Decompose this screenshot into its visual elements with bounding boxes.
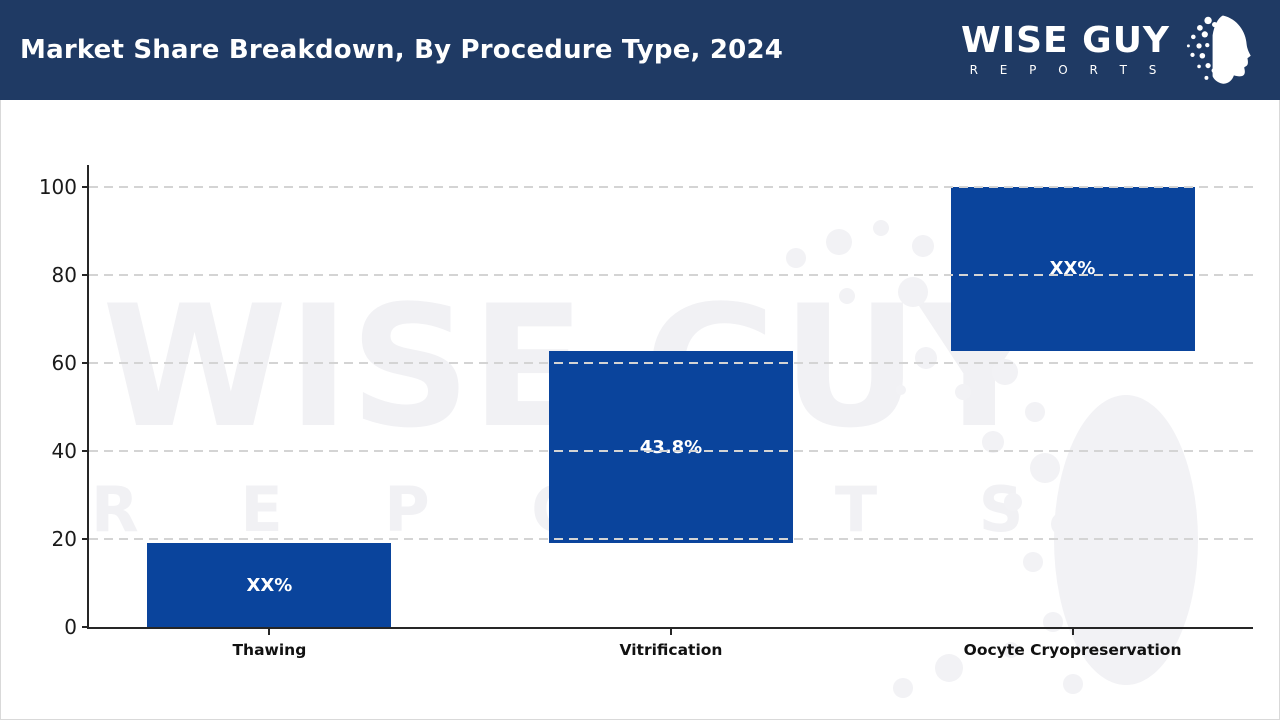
gridline-40 <box>89 450 1253 452</box>
plot-area: XX% 43.8% XX% <box>87 165 1253 629</box>
logo-text: WISE GUY R E P O R T S <box>960 20 1170 78</box>
brand-logo: WISE GUY R E P O R T S <box>961 6 1254 94</box>
header-bar: Market Share Breakdown, By Procedure Typ… <box>0 0 1280 100</box>
y-tick-mark-60 <box>82 362 89 364</box>
y-tick-mark-80 <box>82 274 89 276</box>
bar-value-label: XX% <box>1049 258 1096 280</box>
y-tick-label-100: 100 <box>38 175 77 199</box>
y-tick-label-20: 20 <box>51 527 77 551</box>
bar-oocyte-cryopreservation: XX% <box>950 187 1195 351</box>
y-tick-label-0: 0 <box>64 615 77 639</box>
x-category-label-0: Thawing <box>232 641 307 659</box>
chart-canvas: WISE GUY R E P O R T S <box>0 100 1280 720</box>
x-tick-mark-1 <box>670 629 672 635</box>
gridline-60 <box>89 362 1253 364</box>
x-axis-line <box>87 627 1253 629</box>
logo-wordmark: WISE GUY <box>960 20 1170 61</box>
bar-vitrification: 43.8% <box>549 350 793 544</box>
bar-thawing: XX% <box>147 543 392 627</box>
x-category-label-2: Oocyte Cryopreservation <box>963 641 1182 659</box>
logo-subtext: R E P O R T S <box>969 63 1166 77</box>
y-tick-mark-20 <box>82 538 89 540</box>
y-tick-mark-100 <box>82 186 89 188</box>
gridline-80 <box>89 274 1253 276</box>
y-tick-mark-0 <box>82 626 89 628</box>
logo-face-icon <box>1186 15 1251 84</box>
gridline-100 <box>89 186 1253 188</box>
gridline-20 <box>89 538 1253 540</box>
x-tick-mark-2 <box>1071 629 1074 635</box>
x-category-label-1: Vitrification <box>619 641 723 659</box>
y-tick-label-40: 40 <box>51 439 77 463</box>
bar-value-label: XX% <box>246 574 293 596</box>
y-tick-mark-40 <box>82 450 89 452</box>
page-title: Market Share Breakdown, By Procedure Typ… <box>20 35 784 65</box>
bar-value-label: 43.8% <box>639 436 703 458</box>
y-tick-label-80: 80 <box>51 263 77 287</box>
y-tick-label-60: 60 <box>51 351 77 375</box>
y-axis-line <box>87 165 89 629</box>
x-tick-mark-0 <box>268 629 271 635</box>
